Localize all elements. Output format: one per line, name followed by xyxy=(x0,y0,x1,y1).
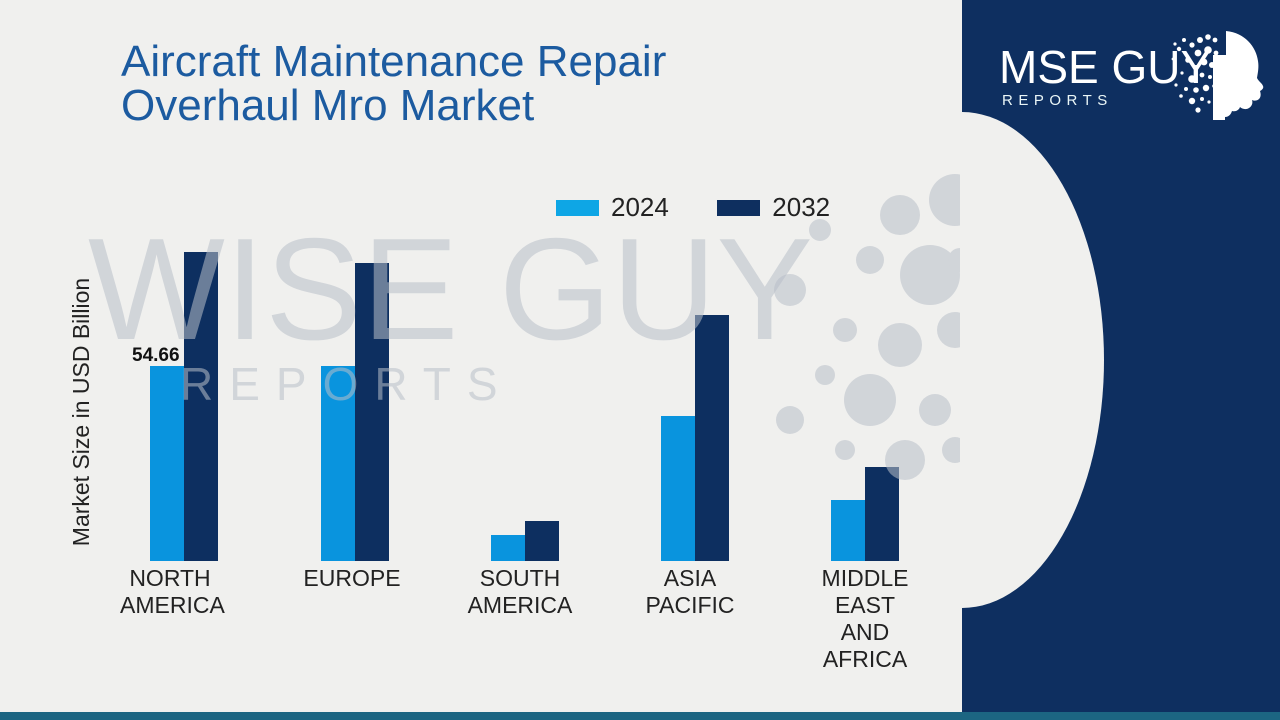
svg-text:WISE GUY: WISE GUY xyxy=(88,208,813,370)
svg-text:REPORTS: REPORTS xyxy=(180,358,514,410)
svg-text:REPORTS: REPORTS xyxy=(1002,92,1113,109)
